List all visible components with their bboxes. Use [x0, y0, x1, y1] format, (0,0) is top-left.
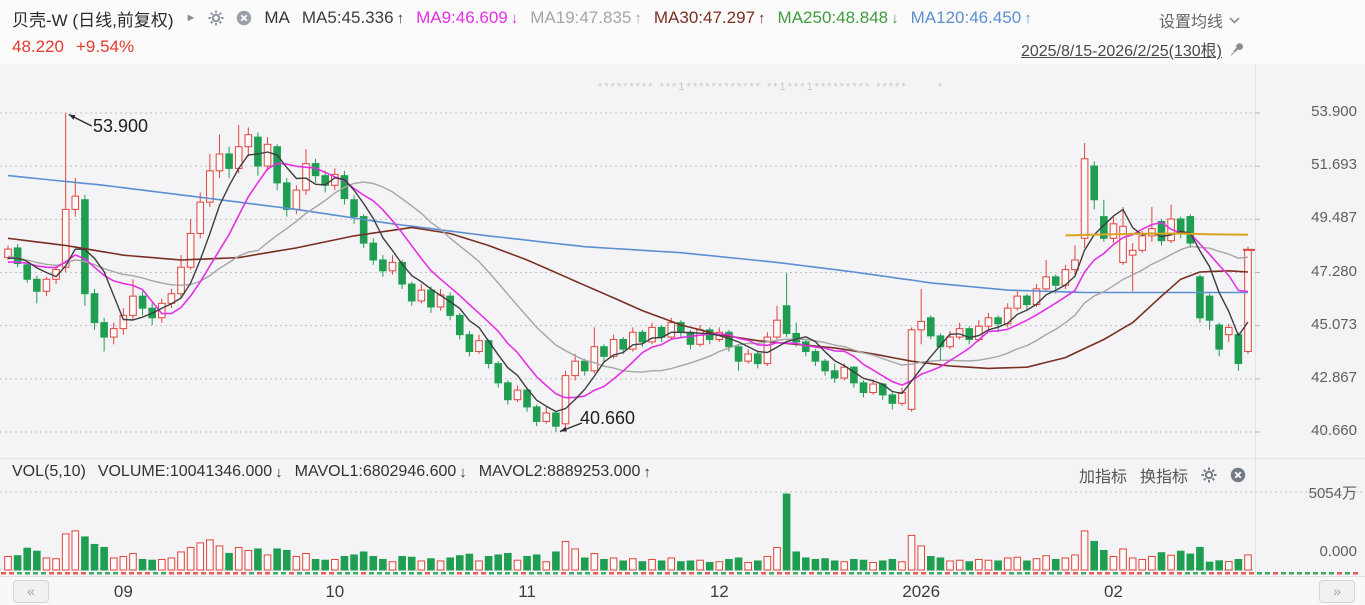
chevron-down-icon — [1229, 16, 1240, 24]
volume-axis-label: 0.000 — [1319, 543, 1357, 560]
price-axis-label: 49.487 — [1311, 209, 1357, 227]
ma9-legend: MA9:46.609 ↓ — [416, 8, 519, 27]
vol-gear-icon[interactable] — [1201, 467, 1217, 483]
ma-gear-icon[interactable] — [208, 10, 224, 26]
price-axis-label: 45.073 — [1311, 315, 1357, 333]
watermark: ********* ***1************ **1***1******… — [598, 81, 945, 93]
volume-header: VOL(5,10) VOLUME:10041346.000 ↓ MAVOL1:68… — [12, 463, 651, 481]
ma-settings-label: 设置均线 — [1158, 14, 1223, 31]
indicator-group-label: MA — [264, 8, 290, 27]
x-axis-label: 11 — [518, 582, 536, 601]
price-change: +9.54% — [76, 37, 135, 56]
low-annotation: 40.660 — [580, 408, 636, 428]
ma-settings-menu[interactable]: 设置均线 — [1159, 8, 1240, 32]
scroll-right-button[interactable]: » — [1319, 580, 1355, 603]
pin-icon[interactable] — [1230, 42, 1245, 57]
volume-axis-label: 5054万 — [1308, 485, 1357, 502]
date-range-link[interactable]: 2025/8/15-2026/2/25(130根) — [1020, 43, 1222, 60]
x-axis-label: 02 — [1103, 582, 1123, 601]
chart-header: 贝壳-W (日线,前复权) ► MA MA5:45.336 ↑ MA9:46.60… — [12, 6, 1032, 30]
mavol1-value: MAVOL1:6802946.600 ↓ — [294, 463, 467, 481]
chart-background — [0, 64, 1365, 576]
volume-value: VOLUME:10041346.000 ↓ — [97, 463, 283, 481]
price-axis-label: 40.660 — [1311, 422, 1357, 439]
x-axis-label: 10 — [325, 582, 345, 601]
indicator-actions: 加指标 换指标 — [1079, 463, 1246, 487]
ma-close-icon[interactable] — [236, 10, 252, 26]
range-minimap[interactable] — [0, 571, 1365, 576]
vol-close-icon[interactable] — [1230, 467, 1246, 483]
add-indicator-button[interactable]: 加指标 — [1078, 469, 1127, 486]
ma19-legend: MA19:47.835 ↑ — [530, 8, 642, 27]
ma120-legend: MA120:46.450 ↑ — [910, 8, 1032, 27]
x-axis-label: 2026 — [902, 582, 941, 601]
price-axis-label: 42.867 — [1311, 368, 1357, 386]
mavol2-value: MAVOL2:8889253.000 ↑ — [478, 463, 651, 481]
vol-params-label: VOL(5,10) — [12, 463, 86, 480]
expand-icon[interactable]: ► — [185, 12, 197, 24]
range-info: 2025/8/15-2026/2/25(130根) — [1021, 37, 1245, 61]
price-chart[interactable] — [0, 105, 1365, 457]
symbol-title: 贝壳-W (日线,前复权) — [12, 10, 174, 30]
x-axis-strip — [0, 576, 1365, 605]
volume-pane-divider — [0, 458, 1365, 459]
axis-separator — [1255, 64, 1256, 576]
ma5-legend: MA5:45.336 ↑ — [301, 8, 405, 27]
x-axis-label: 12 — [709, 582, 729, 601]
price-axis-label: 51.693 — [1311, 156, 1357, 174]
volume-chart[interactable] — [0, 488, 1365, 572]
price-axis-label: 53.900 — [1311, 103, 1357, 120]
price-info: 48.220 +9.54% — [12, 37, 134, 57]
ma30-legend: MA30:47.297 ↑ — [653, 8, 766, 27]
high-annotation: 53.900 — [93, 116, 149, 136]
current-price: 48.220 — [12, 37, 64, 56]
scroll-left-button[interactable]: « — [13, 580, 49, 603]
ma250-legend: MA250:48.848 ↓ — [777, 8, 899, 27]
price-axis-label: 47.280 — [1311, 262, 1357, 280]
switch-indicator-button[interactable]: 换指标 — [1139, 469, 1188, 486]
x-axis-label: 09 — [113, 582, 133, 601]
